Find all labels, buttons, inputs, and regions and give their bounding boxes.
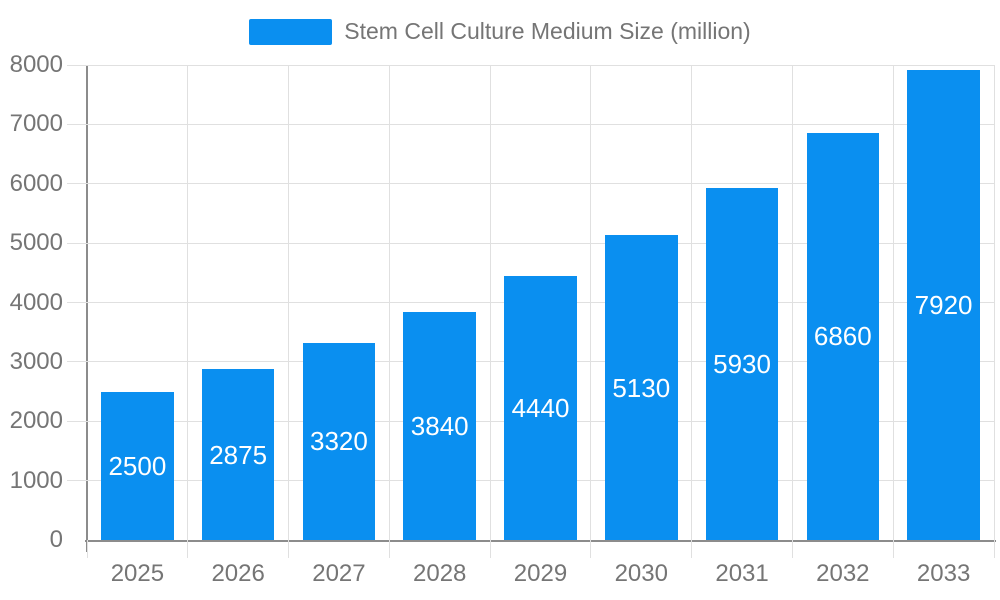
y-axis-tick-label: 8000 xyxy=(9,51,63,78)
x-axis-tick xyxy=(288,540,290,558)
x-gridline xyxy=(590,65,592,540)
y-axis-tick-label: 5000 xyxy=(9,229,63,257)
x-gridline xyxy=(388,65,390,540)
legend[interactable]: Stem Cell Culture Medium Size (million) xyxy=(0,18,1000,45)
x-axis-tick xyxy=(489,540,491,558)
x-axis-tick xyxy=(187,540,189,558)
x-gridline xyxy=(993,65,995,540)
bar-2027[interactable] xyxy=(302,342,376,540)
y-axis-tick-label: 0 xyxy=(49,526,63,553)
y-axis-tick-label: 1000 xyxy=(9,466,63,494)
bar-2026[interactable] xyxy=(201,369,275,540)
x-axis-tick xyxy=(691,540,693,558)
y-axis-tick-label: 7000 xyxy=(9,110,63,138)
bar-2028[interactable] xyxy=(403,312,476,540)
x-axis-tick-label: 2032 xyxy=(816,560,870,587)
x-axis-tick-label: 2027 xyxy=(312,560,366,587)
x-axis-tick-label: 2026 xyxy=(211,560,265,587)
x-axis-tick-label: 2028 xyxy=(413,560,467,587)
x-gridline xyxy=(489,65,491,540)
y-gridline xyxy=(67,64,994,66)
x-axis-tick-label: 2033 xyxy=(916,560,971,587)
legend-label[interactable]: Stem Cell Culture Medium Size (million) xyxy=(344,18,751,44)
bar-2031[interactable] xyxy=(705,187,779,540)
y-gridline xyxy=(67,123,994,125)
bar-2030[interactable] xyxy=(604,235,678,540)
y-axis-line xyxy=(86,65,88,552)
y-gridline xyxy=(67,242,994,244)
x-axis-tick xyxy=(388,540,390,558)
plot-area: 0 1000 2000 3000 4000 5000 6000 7000 8000 2500 202… xyxy=(10,52,996,587)
bar-2032[interactable] xyxy=(806,132,880,540)
y-axis-tick-label: 3000 xyxy=(9,347,63,375)
x-axis-tick-label: 2031 xyxy=(715,560,769,587)
x-axis-tick xyxy=(590,540,592,558)
x-axis-tick-label: 2029 xyxy=(513,560,568,587)
x-axis-tick xyxy=(791,540,793,558)
x-axis-tick xyxy=(892,540,894,558)
legend-swatch-icon[interactable] xyxy=(249,18,333,45)
x-axis-tick xyxy=(86,540,88,558)
x-gridline xyxy=(892,65,894,540)
x-axis-tick-label: 2025 xyxy=(110,560,165,587)
bar-2029[interactable] xyxy=(504,276,577,540)
bar-2033[interactable] xyxy=(907,69,980,540)
x-gridline xyxy=(691,65,693,540)
x-gridline xyxy=(288,65,290,540)
x-axis-tick-label: 2030 xyxy=(614,560,668,587)
bar-2025[interactable] xyxy=(101,391,174,540)
x-axis-tick xyxy=(993,540,995,558)
x-axis-line xyxy=(85,540,996,542)
y-axis-tick-label: 2000 xyxy=(9,407,63,435)
y-axis-tick-label: 4000 xyxy=(9,288,63,316)
y-axis-tick-label: 6000 xyxy=(9,169,63,197)
y-gridline xyxy=(67,183,994,185)
x-gridline xyxy=(187,65,189,540)
x-gridline xyxy=(791,65,793,540)
